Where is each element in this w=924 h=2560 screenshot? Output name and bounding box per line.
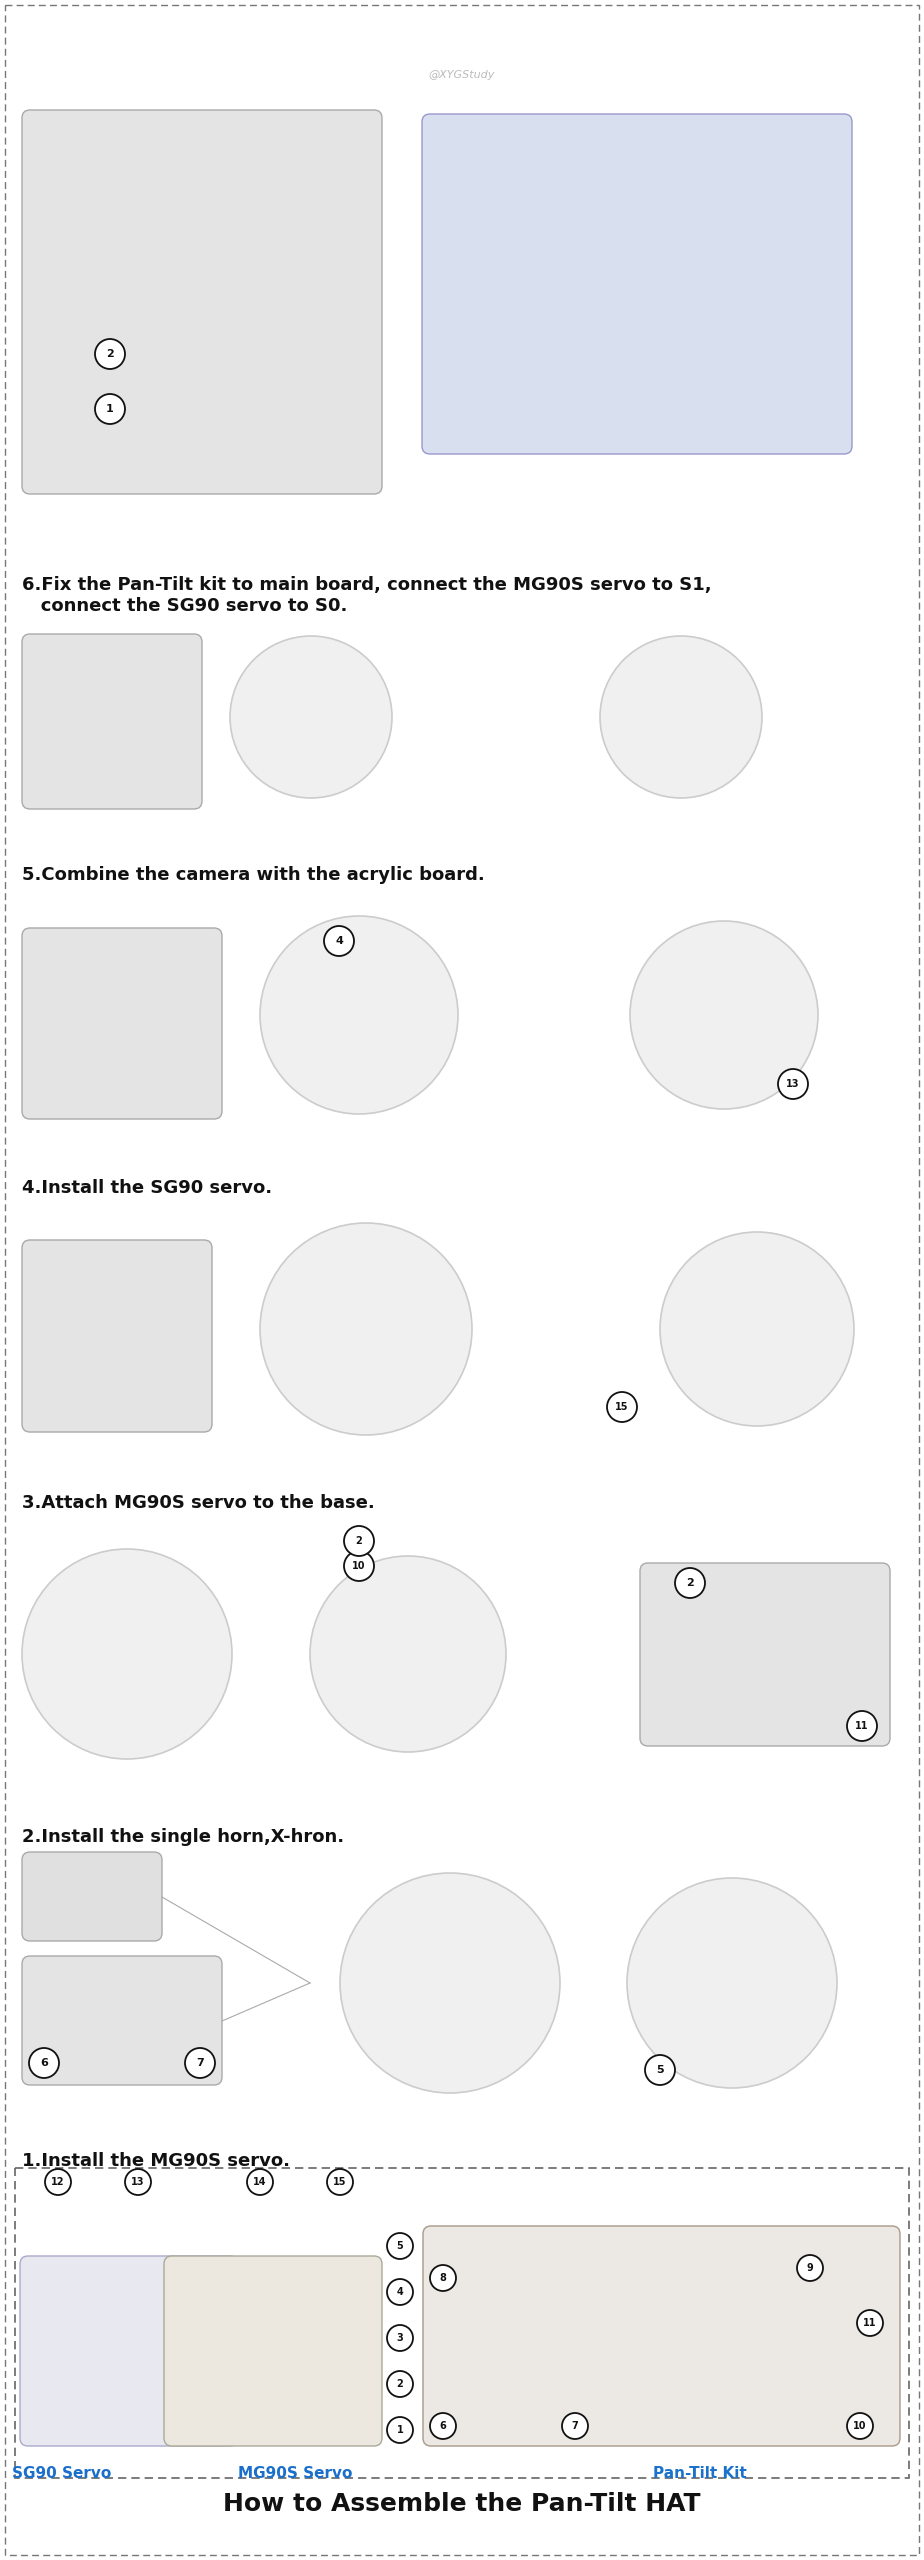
Circle shape xyxy=(230,635,392,799)
Circle shape xyxy=(847,1710,877,1741)
Text: 13: 13 xyxy=(131,2176,145,2186)
Text: 8: 8 xyxy=(440,2273,446,2284)
Text: 5: 5 xyxy=(656,2066,663,2076)
FancyBboxPatch shape xyxy=(22,1851,162,1940)
Text: 4.Install the SG90 servo.: 4.Install the SG90 servo. xyxy=(22,1180,273,1198)
Circle shape xyxy=(847,2414,873,2440)
Text: SG90 Servo: SG90 Servo xyxy=(12,2465,112,2481)
Circle shape xyxy=(45,2168,71,2194)
Circle shape xyxy=(607,1393,637,1421)
Text: 1.Install the MG90S servo.: 1.Install the MG90S servo. xyxy=(22,2153,290,2171)
Circle shape xyxy=(260,916,458,1114)
Text: 11: 11 xyxy=(863,2317,877,2327)
Text: 5: 5 xyxy=(396,2240,404,2250)
Circle shape xyxy=(185,2048,215,2079)
Circle shape xyxy=(344,1551,374,1582)
Circle shape xyxy=(387,2278,413,2304)
Text: @XYGStudy: @XYGStudy xyxy=(429,69,495,79)
Text: 9: 9 xyxy=(807,2263,813,2273)
Circle shape xyxy=(95,394,125,425)
Text: 13: 13 xyxy=(786,1078,800,1088)
Text: 5.Combine the camera with the acrylic board.: 5.Combine the camera with the acrylic bo… xyxy=(22,865,485,883)
FancyBboxPatch shape xyxy=(22,927,222,1119)
Circle shape xyxy=(22,1549,232,1759)
Circle shape xyxy=(125,2168,151,2194)
FancyBboxPatch shape xyxy=(164,2255,382,2445)
Text: 12: 12 xyxy=(51,2176,65,2186)
FancyBboxPatch shape xyxy=(22,1239,212,1431)
FancyBboxPatch shape xyxy=(423,2227,900,2445)
Text: 7: 7 xyxy=(196,2058,204,2068)
Text: 10: 10 xyxy=(853,2422,867,2432)
Text: 2: 2 xyxy=(687,1577,694,1587)
Circle shape xyxy=(627,1879,837,2089)
Text: 7: 7 xyxy=(572,2422,578,2432)
Circle shape xyxy=(857,2309,883,2335)
Bar xyxy=(15,2168,909,2478)
Circle shape xyxy=(310,1556,506,1751)
Text: 2: 2 xyxy=(396,2378,404,2388)
Text: 6.Fix the Pan-Tilt kit to main board, connect the MG90S servo to S1,
   connect : 6.Fix the Pan-Tilt kit to main board, co… xyxy=(22,576,711,614)
Circle shape xyxy=(247,2168,273,2194)
Circle shape xyxy=(327,2168,353,2194)
Text: Pan-Tilt Kit: Pan-Tilt Kit xyxy=(653,2465,747,2481)
Circle shape xyxy=(95,338,125,369)
FancyBboxPatch shape xyxy=(22,1956,222,2084)
Circle shape xyxy=(430,2414,456,2440)
Circle shape xyxy=(340,1874,560,2094)
Circle shape xyxy=(778,1070,808,1098)
Text: MG90S Servo: MG90S Servo xyxy=(237,2465,352,2481)
Circle shape xyxy=(562,2414,588,2440)
Text: 15: 15 xyxy=(615,1403,628,1413)
Circle shape xyxy=(260,1224,472,1436)
Circle shape xyxy=(630,922,818,1108)
Circle shape xyxy=(430,2266,456,2291)
Circle shape xyxy=(660,1231,854,1426)
Circle shape xyxy=(387,2417,413,2442)
FancyBboxPatch shape xyxy=(22,635,202,809)
Text: 3: 3 xyxy=(396,2332,404,2342)
Text: 2: 2 xyxy=(356,1536,362,1546)
Text: 14: 14 xyxy=(253,2176,267,2186)
Text: 3.Attach MG90S servo to the base.: 3.Attach MG90S servo to the base. xyxy=(22,1495,375,1513)
Circle shape xyxy=(324,927,354,955)
Text: 1: 1 xyxy=(106,404,114,415)
Text: 1: 1 xyxy=(396,2424,404,2435)
Text: 2: 2 xyxy=(106,348,114,358)
Circle shape xyxy=(675,1567,705,1597)
Text: 10: 10 xyxy=(352,1562,366,1572)
Circle shape xyxy=(645,2056,675,2084)
Circle shape xyxy=(387,2324,413,2350)
Text: 11: 11 xyxy=(856,1720,869,1731)
Circle shape xyxy=(797,2255,823,2281)
Circle shape xyxy=(29,2048,59,2079)
FancyBboxPatch shape xyxy=(22,110,382,494)
Text: 15: 15 xyxy=(334,2176,346,2186)
FancyBboxPatch shape xyxy=(422,115,852,453)
Text: 6: 6 xyxy=(40,2058,48,2068)
Circle shape xyxy=(387,2232,413,2258)
Text: 2.Install the single horn,X-hron.: 2.Install the single horn,X-hron. xyxy=(22,1828,344,1846)
Circle shape xyxy=(600,635,762,799)
Circle shape xyxy=(387,2371,413,2396)
Text: 6: 6 xyxy=(440,2422,446,2432)
FancyBboxPatch shape xyxy=(20,2255,238,2445)
Text: 4: 4 xyxy=(396,2286,404,2296)
Circle shape xyxy=(344,1526,374,1556)
FancyBboxPatch shape xyxy=(640,1564,890,1746)
Text: 4: 4 xyxy=(335,937,343,947)
Text: How to Assemble the Pan-Tilt HAT: How to Assemble the Pan-Tilt HAT xyxy=(224,2491,700,2516)
